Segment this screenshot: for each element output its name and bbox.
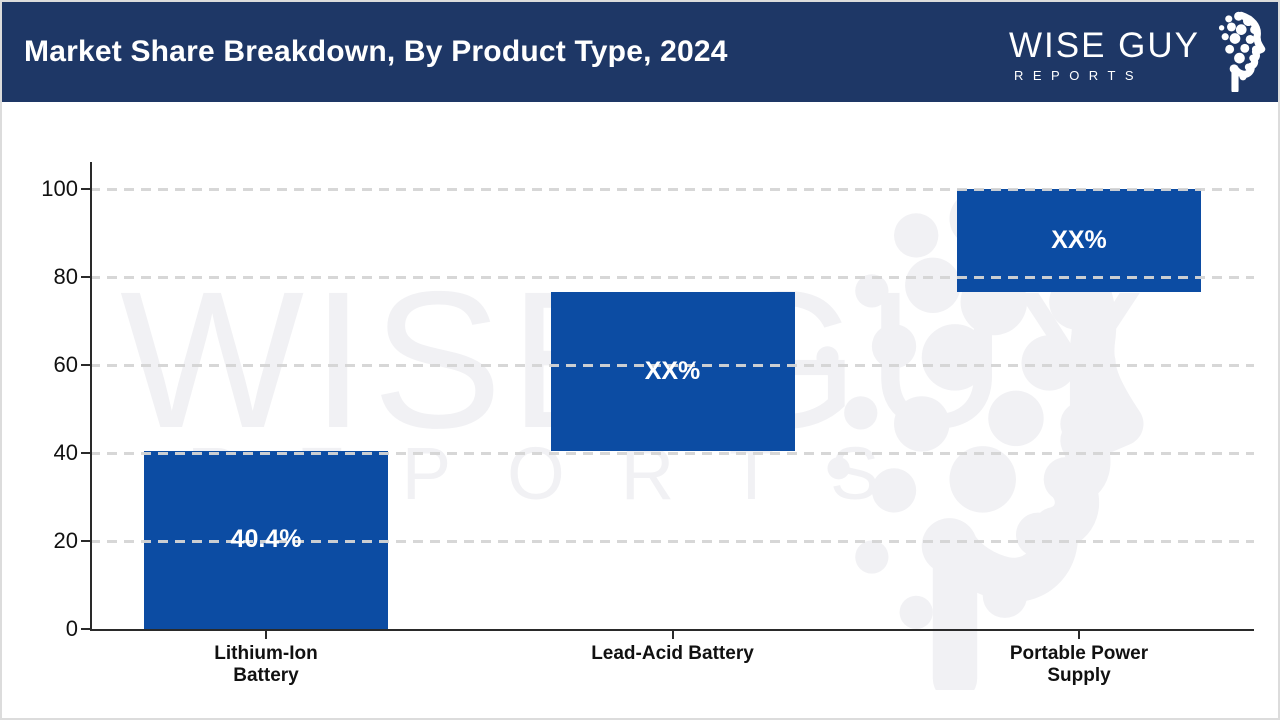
- y-tick-label: 100: [41, 176, 78, 202]
- brand-name: WISE GUY: [1008, 26, 1200, 65]
- gridline: [90, 539, 1254, 543]
- brand-face-icon: [1218, 11, 1266, 92]
- brand-subname: REPORTS: [1013, 67, 1144, 83]
- y-tick-mark: [81, 452, 90, 455]
- bar-lead-acid-battery: [550, 292, 795, 452]
- bar-value-label: XX%: [644, 356, 701, 385]
- brand-logo: WISE GUY REPORTS: [1009, 10, 1268, 92]
- x-tick-mark: [1078, 630, 1080, 639]
- y-tick-mark: [81, 188, 90, 191]
- bar-value-label: 40.4%: [230, 525, 302, 554]
- x-tick-mark: [265, 630, 267, 639]
- y-tick-mark: [81, 364, 90, 367]
- gridline: [90, 363, 1254, 367]
- y-tick-mark: [81, 540, 90, 543]
- y-tick-mark: [81, 276, 90, 279]
- y-tick-label: 40: [53, 440, 78, 466]
- gridline: [90, 275, 1254, 279]
- gridline: [90, 187, 1254, 191]
- x-tick-mark: [671, 630, 674, 639]
- y-tick-label: 0: [65, 616, 78, 641]
- y-axis-line: [90, 162, 92, 631]
- x-category-label: Lead-Acid Battery: [591, 643, 754, 664]
- y-tick-label: 80: [53, 264, 78, 290]
- y-tick-mark: [81, 628, 90, 630]
- x-category-label: Lithium-Ion Battery: [214, 643, 318, 686]
- y-tick-label: 60: [53, 352, 78, 378]
- brand-logo-text: WISE GUY REPORTS: [1008, 26, 1200, 83]
- header-bar: Market Share Breakdown, By Product Type,…: [2, 2, 1278, 102]
- gridline: [90, 451, 1254, 455]
- chart-title: Market Share Breakdown, By Product Type,…: [24, 35, 728, 68]
- y-tick-label: 20: [53, 528, 78, 554]
